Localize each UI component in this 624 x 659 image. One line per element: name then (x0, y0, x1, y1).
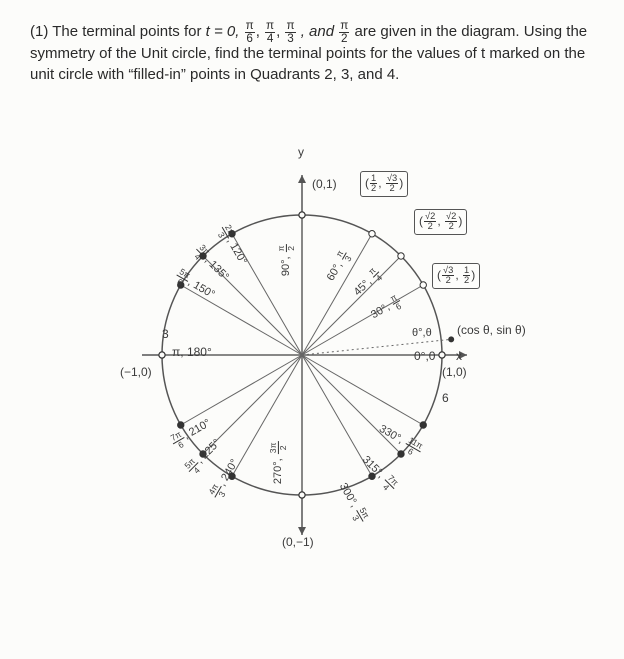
frac-pi4: π4 (265, 20, 275, 44)
q2-num: 3 (162, 327, 169, 341)
deg-270: 270°, 3π2 (269, 440, 287, 484)
point-neg1-0: (−1,0) (120, 365, 152, 379)
cos-sin-label: (cos θ, sin θ) (457, 323, 526, 337)
point-0-1: (0,1) (312, 177, 337, 191)
problem-number: (1) (30, 23, 48, 40)
deg-180: π, 180° (172, 345, 212, 359)
frac-pi6: π6 (245, 20, 255, 44)
y-axis-label: y (298, 145, 304, 159)
point-60-coords: (12, √32) (360, 171, 408, 197)
zero-deg: 0°,0 (414, 349, 435, 363)
deg-90: 90°, π2 (277, 243, 295, 276)
point-1-0: (1,0) (442, 365, 467, 379)
t-equals: t = 0, (206, 23, 240, 40)
point-0-neg1: (0,−1) (282, 535, 314, 549)
point-45-coords: (√22, √22) (414, 209, 467, 235)
frac-pi3: π3 (285, 20, 295, 44)
problem-lead: The terminal points for (52, 23, 201, 40)
point-30-coords: (√32, 12) (432, 263, 480, 289)
problem-text: (1) The terminal points for t = 0, π6, π… (30, 20, 594, 85)
and: , and (301, 23, 334, 40)
q4-num: 6 (442, 391, 449, 405)
x-axis-label: x (456, 349, 462, 363)
theta-label: θ°,θ (412, 327, 432, 339)
unit-circle-diagram: y x (0,1) (0,−1) (−1,0) (1,0) 0°,0 (cos … (102, 105, 522, 565)
frac-pi2: π2 (339, 20, 349, 44)
